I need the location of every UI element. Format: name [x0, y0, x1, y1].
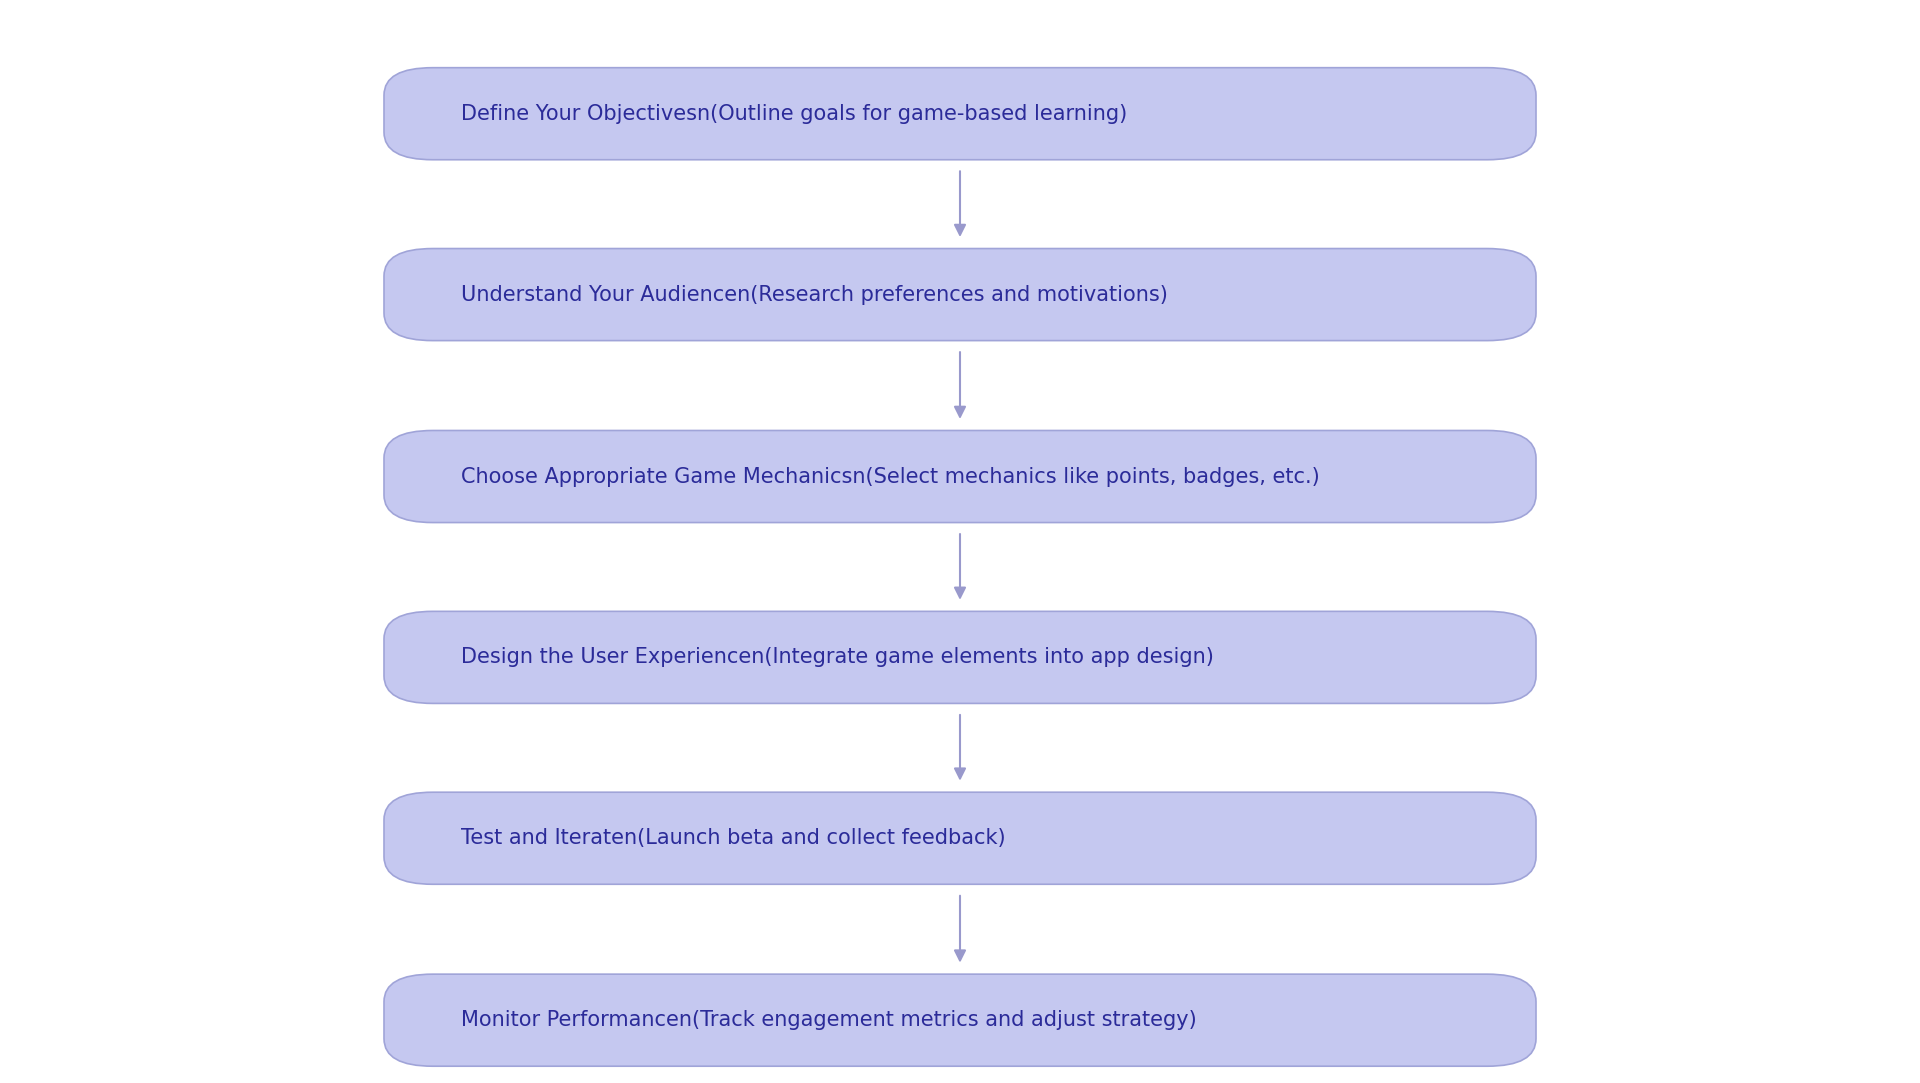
Text: Design the User Experiencen(Integrate game elements into app design): Design the User Experiencen(Integrate ga… [461, 648, 1213, 667]
FancyBboxPatch shape [384, 611, 1536, 704]
FancyBboxPatch shape [384, 975, 1536, 1066]
FancyBboxPatch shape [384, 67, 1536, 159]
FancyBboxPatch shape [384, 249, 1536, 341]
Text: Choose Appropriate Game Mechanicsn(Select mechanics like points, badges, etc.): Choose Appropriate Game Mechanicsn(Selec… [461, 467, 1319, 486]
Text: Monitor Performancen(Track engagement metrics and adjust strategy): Monitor Performancen(Track engagement me… [461, 1010, 1196, 1030]
Text: Understand Your Audiencen(Research preferences and motivations): Understand Your Audiencen(Research prefe… [461, 285, 1167, 304]
Text: Test and Iteraten(Launch beta and collect feedback): Test and Iteraten(Launch beta and collec… [461, 828, 1006, 848]
FancyBboxPatch shape [384, 793, 1536, 884]
Text: Define Your Objectivesn(Outline goals for game-based learning): Define Your Objectivesn(Outline goals fo… [461, 104, 1127, 123]
FancyBboxPatch shape [384, 430, 1536, 522]
